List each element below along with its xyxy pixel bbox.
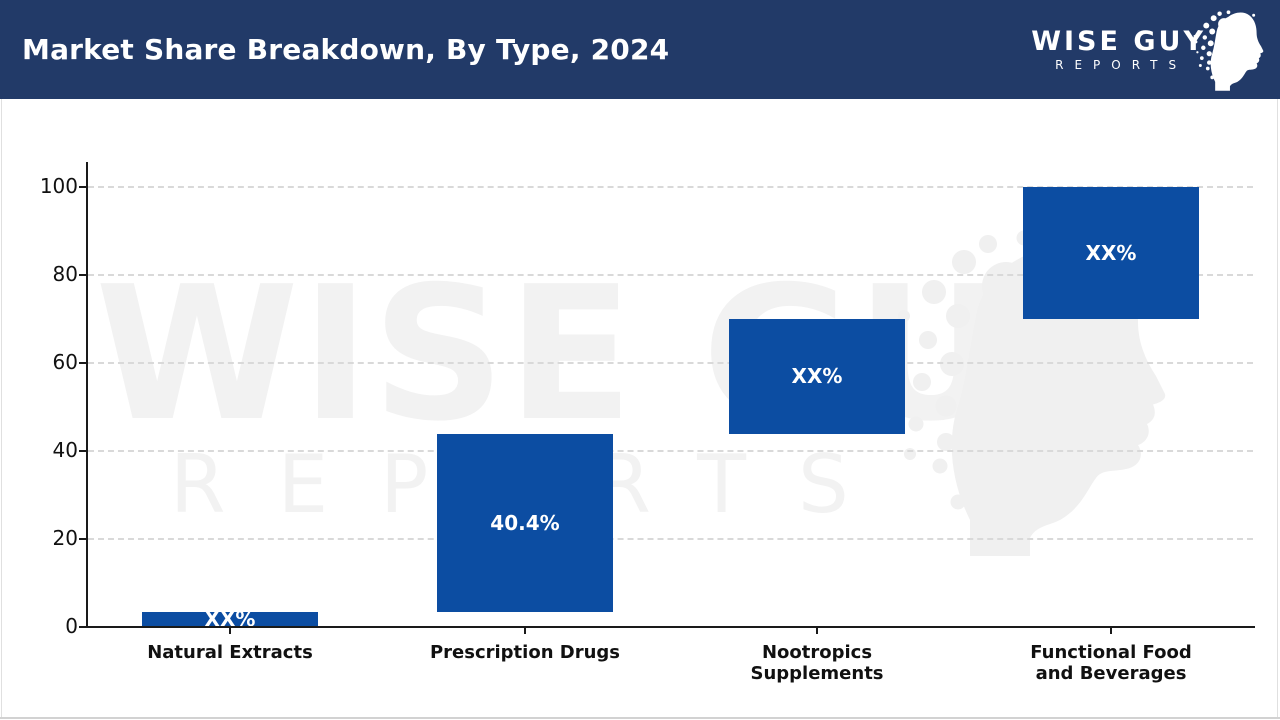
page-border-bottom <box>0 717 1280 719</box>
y-tick-label-60: 60 <box>52 350 78 374</box>
header: Market Share Breakdown, By Type, 2024 WI… <box>0 0 1280 99</box>
x-category-label-3: Nootropics Supplements <box>667 642 967 684</box>
x-tick-mark-1 <box>229 627 231 634</box>
x-category-label-line: Prescription Drugs <box>429 642 621 663</box>
y-tick-label-100: 100 <box>39 174 78 198</box>
bar-value-label-3: XX% <box>791 364 843 389</box>
x-tick-mark-3 <box>816 627 818 634</box>
dot-face-icon <box>1193 9 1264 91</box>
gridline-80 <box>88 274 1253 276</box>
y-tick-mark-100 <box>79 186 88 188</box>
bar-2: 40.4% <box>437 433 613 612</box>
x-axis-line <box>86 626 1255 628</box>
x-tick-mark-2 <box>524 627 526 634</box>
waterfall-chart: WISE GUY REPORTS 020406080100XX%Natural … <box>0 99 1280 720</box>
y-tick-mark-80 <box>79 274 88 276</box>
bar-1: XX% <box>142 607 318 631</box>
gridline-60 <box>88 362 1253 364</box>
page-title: Market Share Breakdown, By Type, 2024 <box>22 33 670 66</box>
gridline-40 <box>88 450 1253 452</box>
y-tick-label-80: 80 <box>52 262 78 286</box>
page-border-right <box>1277 99 1278 719</box>
x-category-label-4: Functional Food and Beverages <box>961 642 1261 684</box>
wise-guy-reports-logo: WISE GUY REPORTS <box>1031 9 1264 91</box>
y-tick-label-20: 20 <box>52 526 78 550</box>
y-tick-label-0: 0 <box>65 614 78 638</box>
bar-value-label-2: 40.4% <box>490 510 560 535</box>
x-category-label-line: Nootropics <box>761 642 873 663</box>
logo-wordmark: WISE GUY <box>1031 26 1206 57</box>
y-tick-mark-0 <box>79 626 88 628</box>
y-axis-line <box>86 162 88 628</box>
gridline-100 <box>88 186 1253 188</box>
x-category-label-line: Supplements <box>750 663 884 684</box>
bar-4: XX% <box>1023 187 1199 319</box>
x-category-label-line: and Beverages <box>1035 663 1187 684</box>
x-category-label-1: Natural Extracts <box>80 642 380 663</box>
logo-text: WISE GUY REPORTS <box>1031 28 1206 71</box>
x-category-label-2: Prescription Drugs <box>375 642 675 663</box>
x-tick-mark-4 <box>1110 627 1112 634</box>
x-category-label-line: Functional Food <box>1030 642 1192 663</box>
y-tick-label-40: 40 <box>52 438 78 462</box>
gridline-20 <box>88 538 1253 540</box>
bar-value-label-4: XX% <box>1085 241 1137 265</box>
y-tick-mark-40 <box>79 450 88 452</box>
page-border-left <box>1 99 2 719</box>
y-tick-mark-60 <box>79 362 88 364</box>
logo-subtitle: REPORTS <box>1055 58 1188 72</box>
bar-3: XX% <box>729 319 905 434</box>
x-category-label-line: Natural Extracts <box>147 642 313 663</box>
y-tick-mark-20 <box>79 538 88 540</box>
